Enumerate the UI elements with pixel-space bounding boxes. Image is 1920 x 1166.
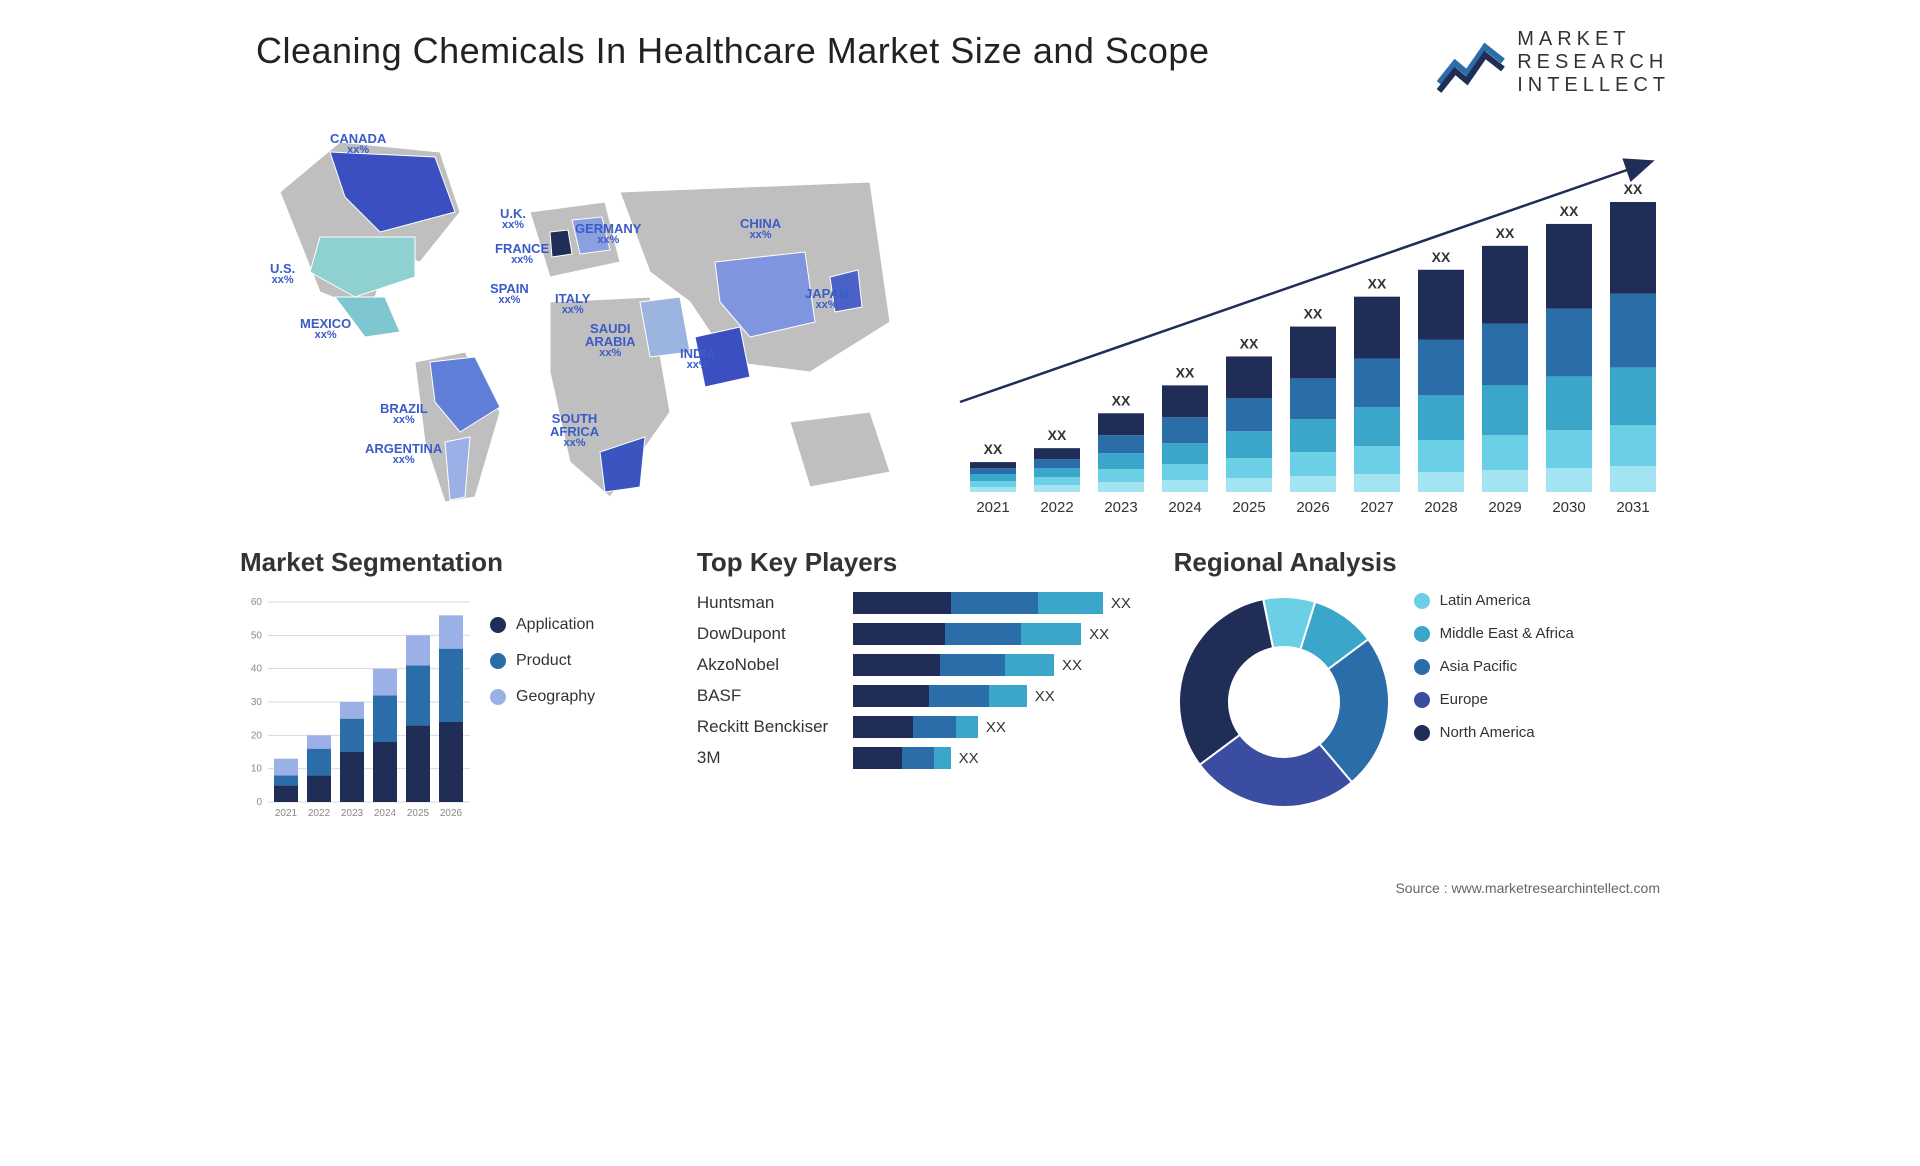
key-player-row: HuntsmanXX (697, 592, 1154, 614)
map-label: SAUDIARABIAxx% (585, 322, 636, 359)
svg-text:XX: XX (984, 441, 1003, 457)
svg-text:2026: 2026 (440, 808, 463, 819)
map-label: JAPANxx% (805, 287, 848, 311)
svg-text:2031: 2031 (1616, 499, 1649, 516)
source-attribution: Source : www.marketresearchintellect.com (1395, 880, 1660, 896)
map-label: BRAZILxx% (380, 402, 428, 426)
svg-text:40: 40 (251, 664, 263, 675)
key-player-row: AkzoNobelXX (697, 654, 1154, 676)
logo-line-1: MARKET (1517, 28, 1670, 51)
svg-text:2026: 2026 (1296, 499, 1329, 516)
svg-text:2030: 2030 (1552, 499, 1585, 516)
key-player-row: Reckitt BenckiserXX (697, 716, 1154, 738)
legend-item: North America (1414, 724, 1574, 741)
map-label: MEXICOxx% (300, 317, 351, 341)
svg-text:XX: XX (1560, 203, 1579, 219)
svg-text:0: 0 (256, 797, 262, 808)
svg-text:60: 60 (251, 597, 263, 608)
key-players-panel: Top Key Players HuntsmanXX DowDupontXX Akz… (697, 547, 1154, 822)
map-label: SOUTHAFRICAxx% (550, 412, 599, 449)
legend-item: Asia Pacific (1414, 658, 1574, 675)
map-label: ARGENTINAxx% (365, 442, 442, 466)
legend-item: Middle East & Africa (1414, 625, 1574, 642)
logo: MARKET RESEARCH INTELLECT (1437, 28, 1670, 97)
svg-text:30: 30 (251, 697, 263, 708)
svg-text:XX: XX (1304, 306, 1323, 322)
regional-legend: Latin America Middle East & Africa Asia Pa… (1414, 592, 1574, 757)
world-map: CANADAxx% U.S.xx% MEXICOxx% BRAZILxx% ARGENT… (250, 102, 910, 522)
svg-text:XX: XX (1624, 181, 1643, 197)
map-label: U.K.xx% (500, 207, 526, 231)
regional-heading: Regional Analysis (1174, 547, 1680, 578)
key-player-row: DowDupontXX (697, 623, 1154, 645)
svg-text:2023: 2023 (1104, 499, 1137, 516)
svg-text:2024: 2024 (374, 808, 397, 819)
legend-item: Europe (1414, 691, 1574, 708)
svg-text:XX: XX (1432, 249, 1451, 265)
map-label: GERMANYxx% (575, 222, 641, 246)
svg-text:2025: 2025 (1232, 499, 1265, 516)
logo-text: MARKET RESEARCH INTELLECT (1517, 28, 1670, 97)
svg-text:2021: 2021 (275, 808, 298, 819)
svg-text:2025: 2025 (407, 808, 430, 819)
legend-item: Geography (490, 688, 595, 706)
segmentation-legend: Application Product Geography (490, 592, 595, 822)
svg-text:XX: XX (1176, 364, 1195, 380)
key-players-heading: Top Key Players (697, 547, 1154, 578)
svg-text:XX: XX (1368, 276, 1387, 292)
svg-text:20: 20 (251, 730, 263, 741)
svg-text:2023: 2023 (341, 808, 364, 819)
regional-panel: Regional Analysis Latin America Middle Ea… (1174, 547, 1680, 822)
map-label: CHINAxx% (740, 217, 781, 241)
segmentation-panel: Market Segmentation 0 10 20 30 40 50 60 2021 202… (240, 547, 677, 822)
legend-item: Latin America (1414, 592, 1574, 609)
logo-mark (1437, 33, 1507, 93)
svg-text:10: 10 (251, 764, 263, 775)
map-label: INDIAxx% (680, 347, 715, 371)
svg-text:50: 50 (251, 630, 263, 641)
key-player-row: 3MXX (697, 747, 1154, 769)
segmentation-heading: Market Segmentation (240, 547, 677, 578)
map-label: CANADAxx% (330, 132, 386, 156)
svg-text:2024: 2024 (1168, 499, 1201, 516)
map-label: SPAINxx% (490, 282, 529, 306)
logo-line-2: RESEARCH (1517, 51, 1670, 74)
svg-text:2022: 2022 (1040, 499, 1073, 516)
svg-text:2022: 2022 (308, 808, 331, 819)
key-player-row: BASFXX (697, 685, 1154, 707)
map-label: FRANCExx% (495, 242, 549, 266)
map-label: ITALYxx% (555, 292, 590, 316)
svg-text:2021: 2021 (976, 499, 1009, 516)
svg-text:XX: XX (1048, 427, 1067, 443)
logo-line-3: INTELLECT (1517, 74, 1670, 97)
map-label: U.S.xx% (270, 262, 295, 286)
svg-text:XX: XX (1496, 225, 1515, 241)
svg-text:XX: XX (1240, 335, 1259, 351)
svg-text:2029: 2029 (1488, 499, 1521, 516)
svg-text:2028: 2028 (1424, 499, 1457, 516)
forecast-chart: XX 2021 XX 2022 XX 2023 XX 2024 XX 2025 XX 2026 XX 20… (950, 102, 1670, 527)
svg-text:2027: 2027 (1360, 499, 1393, 516)
svg-text:XX: XX (1112, 392, 1131, 408)
legend-item: Application (490, 616, 595, 634)
legend-item: Product (490, 652, 595, 670)
